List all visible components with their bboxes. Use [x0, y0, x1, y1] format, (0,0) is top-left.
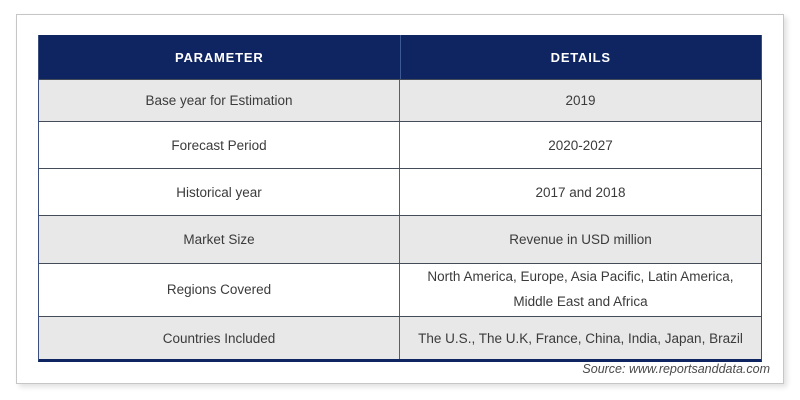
report-scope-card: PARAMETER DETAILS Base year for Estimati… [16, 14, 784, 384]
details-cell: North America, Europe, Asia Pacific, Lat… [400, 264, 761, 316]
source-attribution: Source: www.reportsanddata.com [582, 362, 770, 376]
details-cell: Revenue in USD million [509, 232, 652, 247]
parameter-cell: Countries Included [39, 317, 400, 359]
table-header-row: PARAMETER DETAILS [39, 35, 761, 79]
parameter-cell: Base year for Estimation [39, 80, 400, 121]
details-cell: 2017 and 2018 [535, 184, 626, 200]
parameter-cell: Market Size [39, 216, 400, 263]
parameter-cell: Regions Covered [39, 264, 400, 316]
details-text: North America, Europe, Asia Pacific, Lat… [427, 269, 734, 309]
parameter-cell: Historical year [39, 169, 400, 215]
details-cell: 2019 [565, 93, 596, 108]
table-row-base-year: Base year for Estimation 2019 [39, 79, 761, 121]
table-row-countries-included: Countries Included The U.S., The U.K, Fr… [39, 316, 761, 359]
table-row-regions-covered: Regions Covered North America, Europe, A… [39, 263, 761, 316]
table-row-forecast-period: Forecast Period 2020-2027 [39, 121, 761, 168]
table-row-historical-year: Historical year 2017 and 2018 [39, 168, 761, 215]
table-row-market-size: Market Size Revenue in USD million [39, 215, 761, 263]
parameters-table: PARAMETER DETAILS Base year for Estimati… [38, 35, 762, 362]
details-cell: 2020-2027 [548, 137, 613, 153]
details-cell: The U.S., The U.K, France, China, India,… [418, 330, 743, 346]
header-cell-details: DETAILS [550, 49, 611, 65]
parameter-cell: Forecast Period [39, 122, 400, 168]
header-cell-parameter: PARAMETER [39, 35, 401, 79]
